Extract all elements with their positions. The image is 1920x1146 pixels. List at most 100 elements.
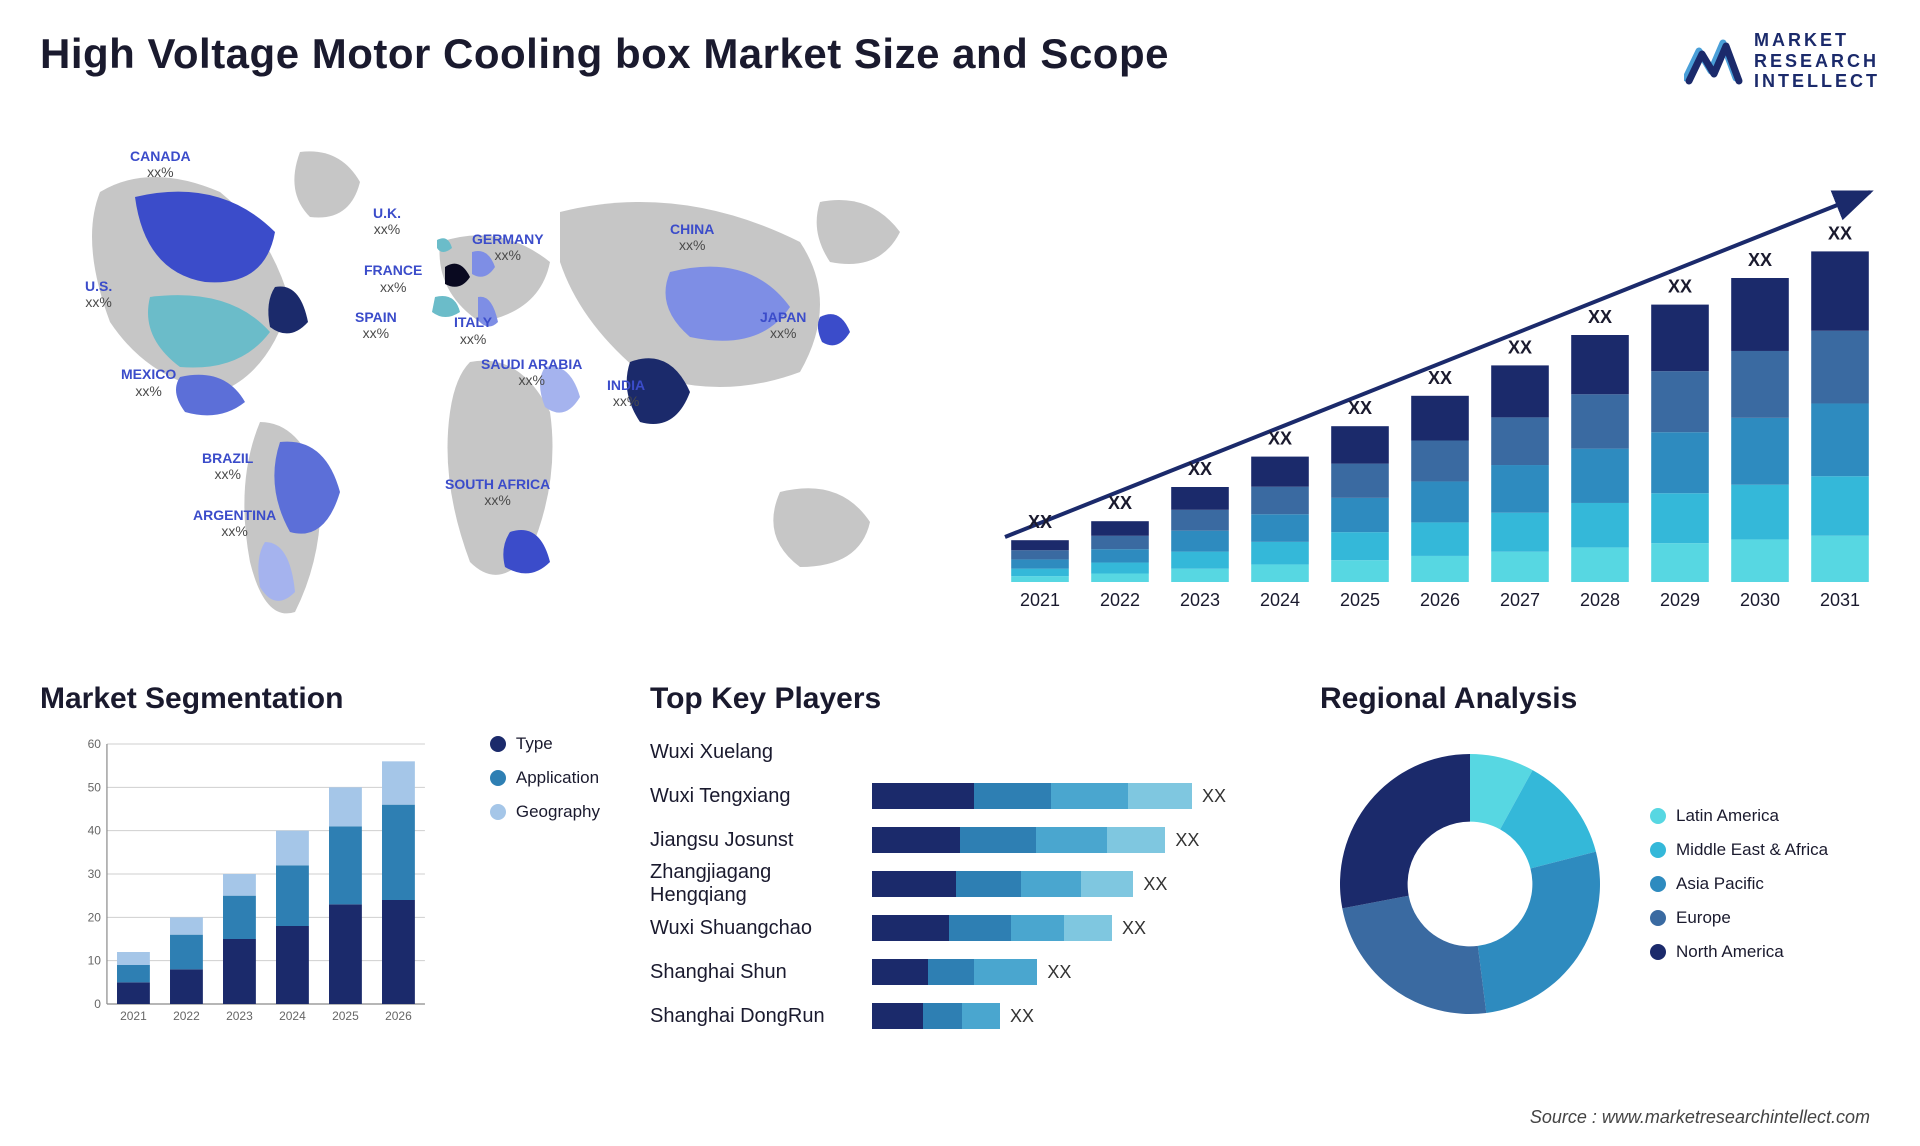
player-bar [872,915,1112,941]
player-bar [872,1003,1000,1029]
player-value: XX [1202,786,1226,807]
svg-text:2021: 2021 [120,1009,147,1023]
player-name: Wuxi Tengxiang [650,785,860,808]
segmentation-legend: Type Application Geography [490,734,600,1034]
svg-text:XX: XX [1748,250,1772,270]
legend-item: Asia Pacific [1650,874,1828,894]
svg-text:10: 10 [88,954,102,968]
svg-text:2024: 2024 [279,1009,306,1023]
player-bar [872,959,1037,985]
world-map: CANADAxx% U.S.xx% MEXICOxx% BRAZILxx% ARGENT… [40,122,940,642]
svg-text:50: 50 [88,780,102,794]
trend-bar-chart: XX 2021 XX 2022 XX 2023 XX 2024 XX 2025 XX 2026 XX 20… [980,122,1880,642]
svg-text:2030: 2030 [1740,590,1780,610]
player-name: Wuxi Shuangchao [650,917,860,940]
legend-item: Geography [490,802,600,822]
svg-text:2027: 2027 [1500,590,1540,610]
brand-logo: MARKET RESEARCH INTELLECT [1684,30,1880,92]
svg-text:2023: 2023 [226,1009,253,1023]
svg-text:XX: XX [1348,398,1372,418]
map-label: U.S.xx% [85,278,112,310]
source-attribution: Source : www.marketresearchintellect.com [1530,1107,1870,1128]
player-row: Wuxi Tengxiang XX [650,778,1270,814]
svg-text:30: 30 [88,867,102,881]
map-label: BRAZILxx% [202,450,253,482]
legend-item: Middle East & Africa [1650,840,1828,860]
segmentation-panel: Market Segmentation 01020304050602021202… [40,682,600,1062]
player-name: Shanghai Shun [650,961,860,984]
regional-donut-chart [1320,734,1620,1034]
svg-text:2029: 2029 [1660,590,1700,610]
svg-text:XX: XX [1428,368,1452,388]
player-value: XX [1122,918,1146,939]
legend-item: North America [1650,942,1828,962]
svg-text:2022: 2022 [1100,590,1140,610]
player-row: Wuxi Xuelang [650,734,1270,770]
map-label: GERMANYxx% [472,231,544,263]
player-name: Wuxi Xuelang [650,741,860,764]
map-label: JAPANxx% [760,309,806,341]
legend-item: Application [490,768,600,788]
svg-text:60: 60 [88,737,102,751]
map-label: CANADAxx% [130,148,191,180]
svg-text:XX: XX [1668,277,1692,297]
map-label: ITALYxx% [454,314,492,346]
svg-text:2024: 2024 [1260,590,1300,610]
player-name: Jiangsu Josunst [650,829,860,852]
svg-text:2026: 2026 [385,1009,412,1023]
svg-text:XX: XX [1508,337,1532,357]
player-row: Shanghai Shun XX [650,954,1270,990]
player-value: XX [1047,962,1071,983]
svg-text:2021: 2021 [1020,590,1060,610]
regional-panel: Regional Analysis Latin America Middle Ea… [1320,682,1880,1062]
svg-text:2025: 2025 [1340,590,1380,610]
player-row: Zhangjiagang HengqiangXX [650,866,1270,902]
svg-text:XX: XX [1268,429,1292,449]
player-row: Jiangsu Josunst XX [650,822,1270,858]
svg-text:2023: 2023 [1180,590,1220,610]
svg-text:XX: XX [1828,223,1852,243]
player-bar [872,871,1133,897]
map-label: ARGENTINAxx% [193,507,276,539]
map-label: MEXICOxx% [121,366,176,398]
legend-item: Europe [1650,908,1828,928]
player-name: Zhangjiagang Hengqiang [650,861,860,907]
svg-text:XX: XX [1588,307,1612,327]
logo-line1: MARKET [1754,30,1880,51]
svg-text:2025: 2025 [332,1009,359,1023]
map-label: SOUTH AFRICAxx% [445,476,550,508]
legend-item: Type [490,734,600,754]
svg-text:XX: XX [1108,493,1132,513]
logo-line2: RESEARCH [1754,51,1880,72]
svg-text:XX: XX [1188,459,1212,479]
map-label: CHINAxx% [670,221,714,253]
player-row: Wuxi Shuangchao XX [650,910,1270,946]
map-label: SPAINxx% [355,309,397,341]
player-value: XX [1010,1006,1034,1027]
svg-text:20: 20 [88,910,102,924]
player-row: Shanghai DongRunXX [650,998,1270,1034]
svg-text:2022: 2022 [173,1009,200,1023]
svg-text:XX: XX [1028,512,1052,532]
page-title: High Voltage Motor Cooling box Market Si… [40,30,1169,78]
regional-title: Regional Analysis [1320,682,1880,716]
map-label: FRANCExx% [364,262,422,294]
player-value: XX [1143,874,1167,895]
svg-text:2026: 2026 [1420,590,1460,610]
svg-text:2031: 2031 [1820,590,1860,610]
segmentation-chart: 0102030405060202120222023202420252026 [40,734,470,1034]
logo-line3: INTELLECT [1754,71,1880,92]
players-panel: Top Key Players Wuxi Xuelang Wuxi Tengxia… [650,682,1270,1062]
players-list: Wuxi XuelangWuxi TengxiangXXJiangsu Josu… [650,734,1270,1034]
svg-text:2028: 2028 [1580,590,1620,610]
map-label: INDIAxx% [607,377,645,409]
players-title: Top Key Players [650,682,1270,716]
player-bar [872,783,1192,809]
player-bar [872,827,1165,853]
map-label: U.K.xx% [373,205,401,237]
player-value: XX [1175,830,1199,851]
map-label: SAUDI ARABIAxx% [481,356,582,388]
regional-legend: Latin America Middle East & Africa Asia Pa… [1650,806,1828,962]
svg-text:0: 0 [94,997,101,1011]
legend-item: Latin America [1650,806,1828,826]
